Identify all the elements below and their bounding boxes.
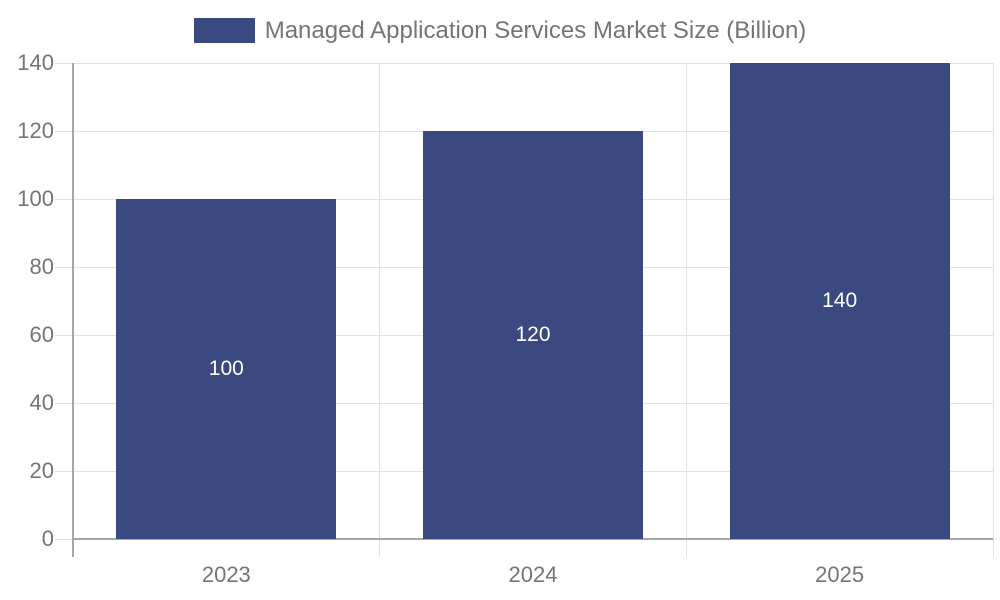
bar: 140: [729, 63, 950, 539]
category-separator: [992, 63, 994, 557]
x-tick-label: 2023: [201, 562, 251, 587]
bar: 100: [116, 199, 337, 539]
x-tick-label: 2024: [508, 562, 558, 587]
legend-swatch: [193, 18, 255, 43]
category-separator: [379, 63, 381, 557]
bar-value-label: 120: [515, 323, 551, 346]
y-tick-label: 80: [29, 254, 54, 279]
y-tick-label: 120: [17, 118, 54, 143]
y-gridline: [55, 62, 993, 64]
bar-value-label: 140: [822, 289, 858, 312]
y-axis-line: [72, 63, 74, 557]
y-tick-label: 40: [29, 390, 54, 415]
y-tick-label: 60: [29, 322, 54, 347]
bar-value-label: 100: [208, 357, 244, 380]
bar: 120: [423, 131, 643, 539]
x-axis-line: [73, 538, 993, 540]
y-tick-label: 100: [17, 186, 54, 211]
x-tick-label: 2025: [815, 562, 865, 587]
legend-item[interactable]: Managed Application Services Market Size…: [193, 17, 807, 44]
category-separator: [685, 63, 687, 557]
y-tick-label: 0: [41, 526, 54, 551]
legend: Managed Application Services Market Size…: [0, 18, 1000, 43]
y-tick-label: 140: [17, 50, 54, 75]
legend-label: Managed Application Services Market Size…: [264, 17, 807, 44]
y-tick-label: 20: [29, 458, 54, 483]
